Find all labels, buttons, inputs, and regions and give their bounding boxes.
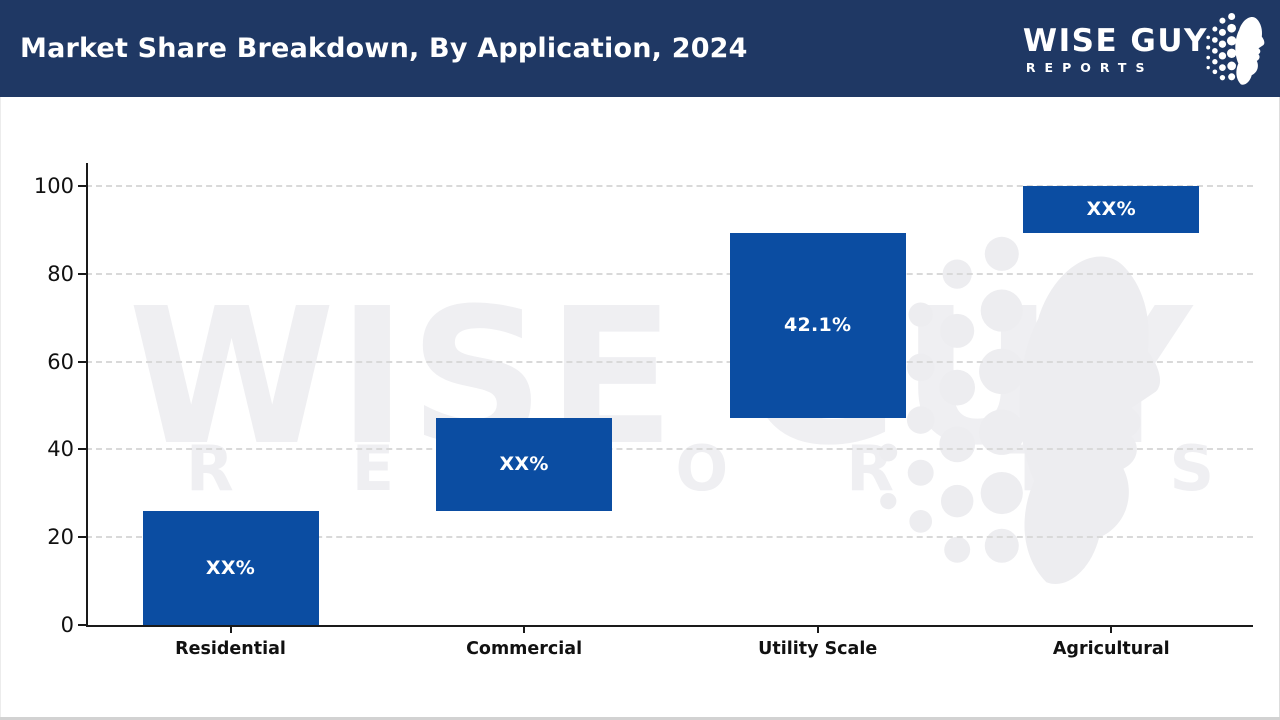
x-tickmark-0 (229, 625, 232, 633)
face-profile-icon (1206, 12, 1265, 85)
brand-name: WISE GUY (1022, 22, 1208, 59)
x-category-label: Residential (175, 639, 286, 659)
bar-agricultural: XX% (1023, 186, 1200, 233)
y-axis-line (86, 163, 88, 625)
gridline-40 (86, 448, 1253, 451)
y-tickmark-0 (78, 624, 86, 626)
brand-subtitle: REPORTS (1025, 59, 1154, 75)
x-category-label: Utility Scale (758, 639, 878, 659)
y-tickmark-20 (78, 536, 86, 539)
bar-value-label: 42.1% (783, 314, 852, 337)
bar-value-label: XX% (205, 556, 256, 579)
page-title: Market Share Breakdown, By Application, … (20, 33, 748, 64)
y-tick-label-60: 60 (47, 349, 74, 374)
watermark-face-icon (878, 236, 1161, 585)
y-tick-label-20: 20 (47, 525, 74, 550)
y-tickmark-60 (78, 360, 86, 363)
y-tick-label-100: 100 (33, 174, 74, 198)
y-tickmark-80 (78, 272, 86, 275)
x-axis-line (86, 625, 1253, 627)
header-bar: Market Share Breakdown, By Application, … (0, 0, 1280, 97)
gridline-20 (86, 536, 1253, 539)
x-category-label: Commercial (466, 639, 583, 659)
x-tickmark-3 (1110, 625, 1113, 633)
bar-value-label: XX% (1086, 198, 1136, 221)
plot-area: 0 20 40 60 80 100 XX% Residential XX% Commercial 4… (0, 97, 1280, 720)
bar-residential: XX% (142, 510, 319, 625)
y-tick-label-40: 40 (47, 437, 74, 462)
gridline-60 (86, 360, 1253, 363)
bar-utility-scale: 42.1% (729, 232, 906, 418)
x-category-label: Agricultural (1052, 639, 1170, 659)
y-tick-label-0: 0 (60, 613, 74, 637)
bar-value-label: XX% (499, 453, 549, 476)
gridline-80 (86, 272, 1253, 275)
gridline-100 (86, 185, 1253, 187)
x-tickmark-1 (523, 625, 526, 633)
y-tickmark-100 (78, 185, 86, 187)
y-tick-label-80: 80 (47, 261, 74, 286)
x-tickmark-2 (816, 625, 819, 633)
bar-commercial: XX% (436, 417, 613, 511)
brand-logo: WISE GUY REPORTS (1023, 8, 1266, 92)
brand-logo-text: WISE GUY REPORTS (1022, 22, 1208, 75)
y-tickmark-40 (78, 448, 86, 451)
